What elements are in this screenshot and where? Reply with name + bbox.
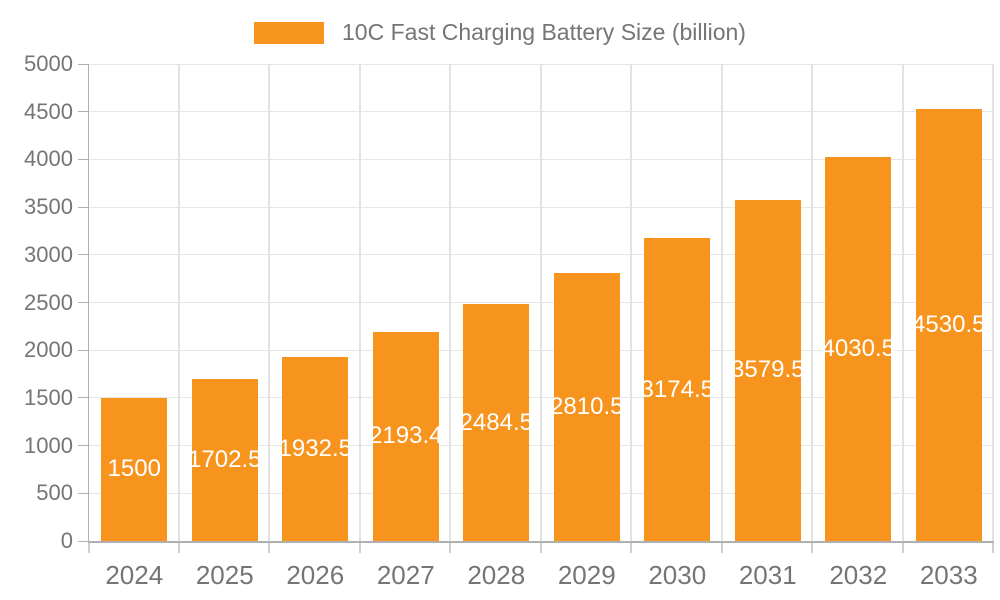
x-axis-boundary-tick [992,543,994,553]
gridline-vertical [992,64,994,541]
bar-2028 [463,303,530,541]
x-axis-category-label: 2033 [919,560,978,590]
y-axis-tick-label: 2500 [24,289,73,315]
gridline-vertical [901,64,904,541]
y-axis-tick [78,540,88,542]
y-axis-tick [78,158,88,160]
bar-value-label: 3174.5 [640,375,714,403]
x-axis-boundary-tick [539,543,542,553]
y-axis-tick-label: 3000 [24,241,73,267]
bar-value-label: 1702.5 [188,445,262,473]
x-axis-boundary-tick [630,543,632,553]
y-axis-tick [78,492,88,494]
x-axis-boundary-tick [88,543,90,553]
bar-value-label: 4030.5 [821,334,895,362]
x-axis-boundary-tick [811,543,813,553]
y-axis-tick-label: 2000 [24,337,73,363]
gridline-horizontal [89,445,994,447]
y-axis-tick [78,302,88,303]
gridline-vertical [358,64,361,541]
y-axis-tick [78,445,88,447]
x-axis-category-label: 2028 [467,560,526,590]
gridline-horizontal [89,63,994,65]
x-axis-boundary-tick [177,543,180,553]
gridline-horizontal [89,254,994,256]
bar-value-label: 2484.5 [459,408,533,436]
gridline-horizontal [89,397,994,399]
x-axis-category-label: 2030 [648,560,707,590]
bar-2032 [825,156,892,541]
bar-value-label: 1932.5 [278,434,352,462]
x-axis-boundary-tick [720,543,723,553]
chart-legend: 10C Fast Charging Battery Size (billion) [0,19,1000,46]
y-axis-tick-label: 0 [60,528,73,553]
x-axis-boundary-tick [449,543,451,553]
x-axis-category-label: 2031 [738,560,797,590]
x-axis-category-label: 2032 [829,560,888,590]
gridline-horizontal [89,492,994,494]
x-axis-category-label: 2027 [376,560,435,590]
gridline-vertical [449,64,451,541]
y-axis-tick-label: 3500 [24,194,73,220]
gridline-horizontal [89,158,994,160]
x-axis-boundary-tick [901,543,904,553]
bar-value-label: 2193.4 [369,422,443,450]
bar-value-label: 1500 [107,455,161,483]
bar-value-label: 3579.5 [731,356,805,384]
x-axis-category-label: 2025 [195,560,254,590]
bar-2029 [553,272,620,541]
gridline-vertical [811,64,813,541]
y-axis-tick [78,254,88,256]
bar-2031 [734,199,801,541]
bar-chart-plot-area: 0 500 1000 1500 2000 2500 3000 3500 4000 4500 5000… [24,51,994,590]
legend-swatch [254,21,325,44]
y-axis-tick-label: 500 [36,480,73,506]
y-axis-tick-label: 4000 [24,146,73,172]
bar-2025 [191,378,258,541]
y-axis-tick-label: 4500 [24,98,73,124]
gridline-horizontal [89,111,994,113]
y-axis-tick [78,63,88,65]
x-axis-boundary-tick [358,543,361,553]
y-axis-tick-label: 1500 [24,384,73,410]
bar-2026 [282,356,349,541]
x-axis-category-label: 2029 [557,560,616,590]
x-axis-boundary-tick [268,543,270,553]
gridline-horizontal [89,206,994,208]
bar-2027 [372,331,439,541]
x-axis-category-label: 2026 [286,560,345,590]
x-axis-category-label: 2024 [105,560,164,590]
gridline-vertical [720,64,723,541]
y-axis-tick-label: 1000 [24,432,73,458]
gridline-vertical [630,64,632,541]
y-axis-tick [78,111,88,113]
bar-2024 [101,397,168,541]
gridline-horizontal [89,302,994,303]
gridline-vertical [177,64,180,541]
gridline-vertical [539,64,542,541]
gridline-vertical [268,64,270,541]
y-axis-tick-label: 5000 [24,51,73,76]
bar-2033 [915,108,982,541]
bar-value-label: 4530.5 [912,310,986,338]
bar-2030 [644,238,711,541]
gridline-horizontal [89,349,994,351]
y-axis-tick [78,206,88,208]
legend-label: 10C Fast Charging Battery Size (billion) [342,19,746,45]
y-axis-tick [78,397,88,399]
bar-value-label: 2810.5 [550,392,624,420]
y-axis-tick [78,349,88,351]
